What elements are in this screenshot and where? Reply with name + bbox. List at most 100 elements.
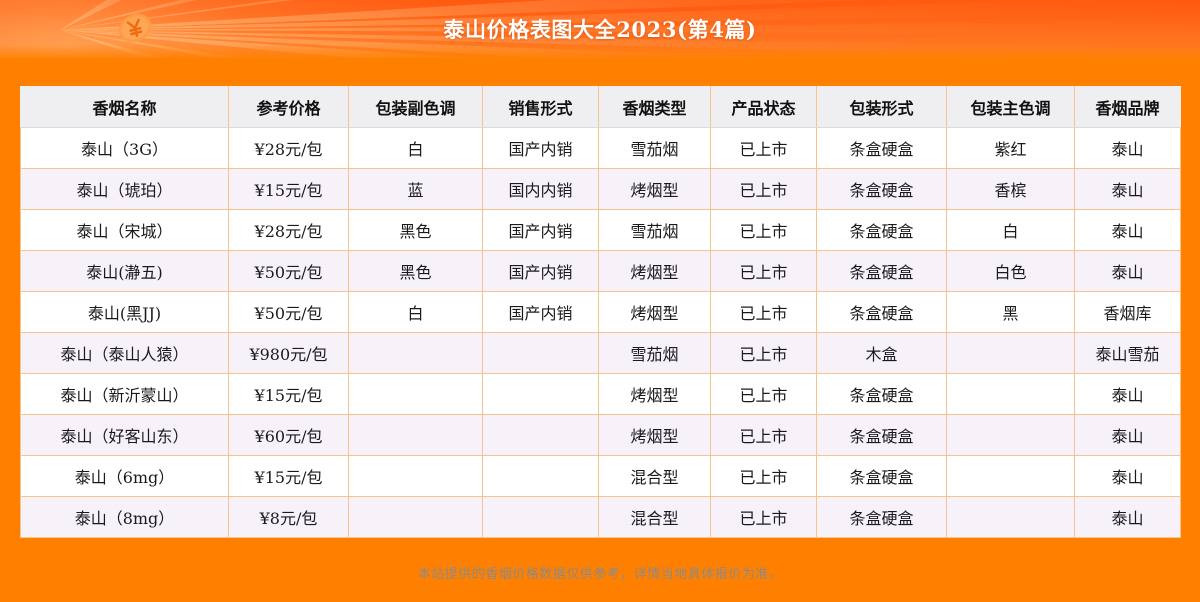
cell-sub-tone: 白 (348, 127, 483, 169)
cell-pack-form: 条盒硬盒 (816, 414, 947, 456)
cell-type: 烤烟型 (598, 373, 711, 415)
cell-type: 雪茄烟 (598, 332, 711, 374)
cell-price: ¥980元/包 (228, 332, 349, 374)
column-header-pack-form: 包装形式 (816, 86, 947, 128)
column-header-type: 香烟类型 (598, 86, 711, 128)
cell-name: 泰山（8mg） (20, 496, 229, 538)
cell-pack-form: 条盒硬盒 (816, 250, 947, 292)
cell-price: ¥28元/包 (228, 127, 349, 169)
page-header-banner: 泰山价格表图大全2023(第4篇) (0, 0, 1200, 58)
cell-brand: 泰山 (1074, 414, 1181, 456)
cell-main-tone: 黑 (946, 291, 1075, 333)
cell-pack-form: 条盒硬盒 (816, 496, 947, 538)
cell-type: 混合型 (598, 455, 711, 497)
cell-main-tone (946, 414, 1075, 456)
cell-price: ¥15元/包 (228, 455, 349, 497)
cell-pack-form: 条盒硬盒 (816, 455, 947, 497)
cell-price: ¥28元/包 (228, 209, 349, 251)
cell-main-tone (946, 496, 1075, 538)
cell-pack-form: 条盒硬盒 (816, 291, 947, 333)
cell-brand: 泰山 (1074, 127, 1181, 169)
cell-status: 已上市 (710, 332, 817, 374)
cell-brand: 泰山雪茄 (1074, 332, 1181, 374)
cell-pack-form: 条盒硬盒 (816, 209, 947, 251)
cell-sub-tone (348, 414, 483, 456)
cell-status: 已上市 (710, 250, 817, 292)
page-title: 泰山价格表图大全2023(第4篇) (443, 17, 757, 42)
cell-type: 混合型 (598, 496, 711, 538)
cell-price: ¥8元/包 (228, 496, 349, 538)
cell-status: 已上市 (710, 209, 817, 251)
cell-status: 已上市 (710, 455, 817, 497)
cell-type: 烤烟型 (598, 291, 711, 333)
cell-sub-tone: 黑色 (348, 250, 483, 292)
column-header-status: 产品状态 (710, 86, 817, 128)
cell-sale-form (482, 414, 599, 456)
cell-main-tone (946, 373, 1075, 415)
footer-disclaimer: 本站提供的香烟价格数据仅供参考，详情当地具体报价为准。 (417, 567, 783, 582)
cell-sale-form: 国产内销 (482, 209, 599, 251)
cell-status: 已上市 (710, 291, 817, 333)
table-header: 香烟名称 参考价格 包装副色调 销售形式 香烟类型 产品状态 包装形式 包装主色… (20, 86, 1181, 128)
cell-brand: 香烟库 (1074, 291, 1181, 333)
cell-status: 已上市 (710, 168, 817, 210)
cell-type: 雪茄烟 (598, 127, 711, 169)
cell-price: ¥50元/包 (228, 291, 349, 333)
yen-coin-icon (118, 13, 152, 43)
cell-pack-form: 条盒硬盒 (816, 127, 947, 169)
cell-sub-tone (348, 455, 483, 497)
column-header-sale-form: 销售形式 (482, 86, 599, 128)
cell-sub-tone: 蓝 (348, 168, 483, 210)
cell-name: 泰山（好客山东） (20, 414, 229, 456)
cell-brand: 泰山 (1074, 496, 1181, 538)
table-row: 泰山（3G） ¥28元/包白国产内销 雪茄烟 已上市 条盒硬盒 紫红 泰山 (20, 127, 1181, 169)
cell-name: 泰山（3G） (20, 127, 229, 169)
cell-sub-tone (348, 373, 483, 415)
cigarette-price-table: 香烟名称 参考价格 包装副色调 销售形式 香烟类型 产品状态 包装形式 包装主色… (20, 86, 1181, 538)
column-header-brand: 香烟品牌 (1074, 86, 1181, 128)
cell-brand: 泰山 (1074, 250, 1181, 292)
cell-brand: 泰山 (1074, 455, 1181, 497)
table-row: 泰山（6mg） ¥15元/包 混合型 已上市 条盒硬盒 泰山 (20, 455, 1181, 497)
cell-type: 烤烟型 (598, 250, 711, 292)
cell-price: ¥15元/包 (228, 168, 349, 210)
cell-pack-form: 条盒硬盒 (816, 168, 947, 210)
cell-main-tone (946, 455, 1075, 497)
cell-main-tone: 香槟 (946, 168, 1075, 210)
cell-sale-form: 国产内销 (482, 291, 599, 333)
table-row: 泰山（8mg） ¥8元/包 混合型 已上市 条盒硬盒 泰山 (20, 496, 1181, 538)
cell-status: 已上市 (710, 127, 817, 169)
cell-sale-form: 国产内销 (482, 250, 599, 292)
cell-name: 泰山（新沂蒙山） (20, 373, 229, 415)
cell-main-tone: 白 (946, 209, 1075, 251)
column-header-main-tone: 包装主色调 (946, 86, 1075, 128)
cell-type: 雪茄烟 (598, 209, 711, 251)
column-header-sub-tone: 包装副色调 (348, 86, 483, 128)
cell-sale-form (482, 332, 599, 374)
table-row: 泰山（泰山人猿） ¥980元/包 雪茄烟 已上市 木盒 泰山雪茄 (20, 332, 1181, 374)
cell-sale-form (482, 455, 599, 497)
cell-sale-form: 国产内销 (482, 127, 599, 169)
cell-type: 烤烟型 (598, 168, 711, 210)
table-header-row: 香烟名称 参考价格 包装副色调 销售形式 香烟类型 产品状态 包装形式 包装主色… (20, 86, 1181, 128)
table-row: 泰山(瀞五) ¥50元/包 黑色 国产内销 烤烟型 已上市 条盒硬盒 白色 泰山 (20, 250, 1181, 292)
cell-main-tone: 紫红 (946, 127, 1075, 169)
cell-brand: 泰山 (1074, 168, 1181, 210)
price-table-container: 香烟名称 参考价格 包装副色调 销售形式 香烟类型 产品状态 包装形式 包装主色… (20, 86, 1181, 538)
table-row: 泰山（新沂蒙山） ¥15元/包 烤烟型 已上市 条盒硬盒 泰山 (20, 373, 1181, 415)
cell-sub-tone (348, 496, 483, 538)
cell-status: 已上市 (710, 496, 817, 538)
cell-sale-form: 国内内销 (482, 168, 599, 210)
cell-sale-form (482, 496, 599, 538)
cell-price: ¥50元/包 (228, 250, 349, 292)
cell-pack-form: 条盒硬盒 (816, 373, 947, 415)
cell-sub-tone (348, 332, 483, 374)
column-header-price: 参考价格 (228, 86, 349, 128)
cell-name: 泰山（6mg） (20, 455, 229, 497)
cell-pack-form: 木盒 (816, 332, 947, 374)
cell-name: 泰山(瀞五) (20, 250, 229, 292)
cell-main-tone: 白色 (946, 250, 1075, 292)
column-header-name: 香烟名称 (20, 86, 229, 128)
table-row: 泰山（好客山东） ¥60元/包 烤烟型 已上市 条盒硬盒 泰山 (20, 414, 1181, 456)
